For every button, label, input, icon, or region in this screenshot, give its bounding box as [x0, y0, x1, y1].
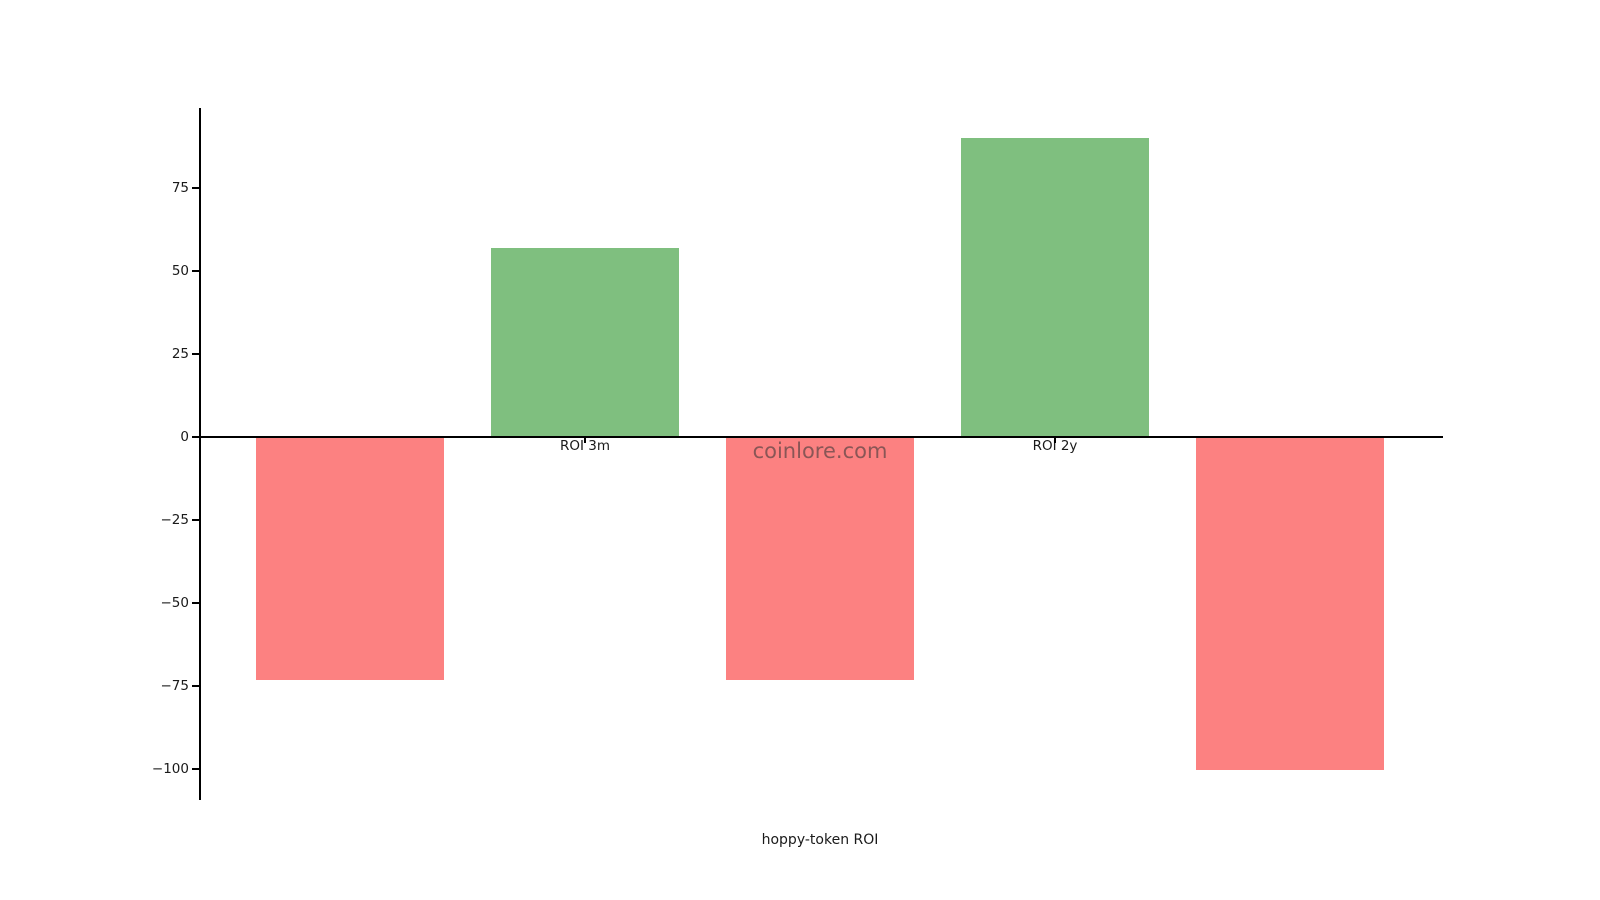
x-tick-mark — [1054, 438, 1056, 443]
watermark: coinlore.com — [752, 439, 888, 463]
y-tick-label: −50 — [160, 595, 190, 611]
y-tick-mark — [192, 519, 200, 521]
y-axis-line — [199, 108, 201, 800]
bar — [491, 247, 679, 437]
x-tick-label: ROI 2y — [1032, 438, 1078, 454]
y-tick-label: −25 — [160, 512, 190, 528]
y-tick-label: −100 — [151, 761, 189, 777]
y-tick-label: 75 — [171, 180, 189, 196]
y-tick-mark — [192, 768, 200, 770]
bar — [961, 138, 1149, 437]
y-tick-mark — [192, 436, 200, 438]
x-tick-mark — [584, 438, 586, 443]
x-axis-line — [200, 436, 1443, 438]
bar — [1196, 438, 1384, 770]
y-tick-mark — [192, 270, 200, 272]
x-axis-title: hoppy-token ROI — [761, 832, 879, 848]
y-tick-mark — [192, 187, 200, 189]
y-tick-label: 50 — [171, 263, 189, 279]
y-tick-mark — [192, 685, 200, 687]
x-tick-label: ROI 3m — [559, 438, 611, 454]
y-tick-mark — [192, 602, 200, 604]
y-tick-label: 25 — [171, 346, 189, 362]
bar — [256, 438, 444, 681]
y-tick-label: 0 — [180, 429, 189, 445]
bar — [726, 438, 914, 681]
y-tick-label: −75 — [160, 678, 190, 694]
y-tick-mark — [192, 353, 200, 355]
